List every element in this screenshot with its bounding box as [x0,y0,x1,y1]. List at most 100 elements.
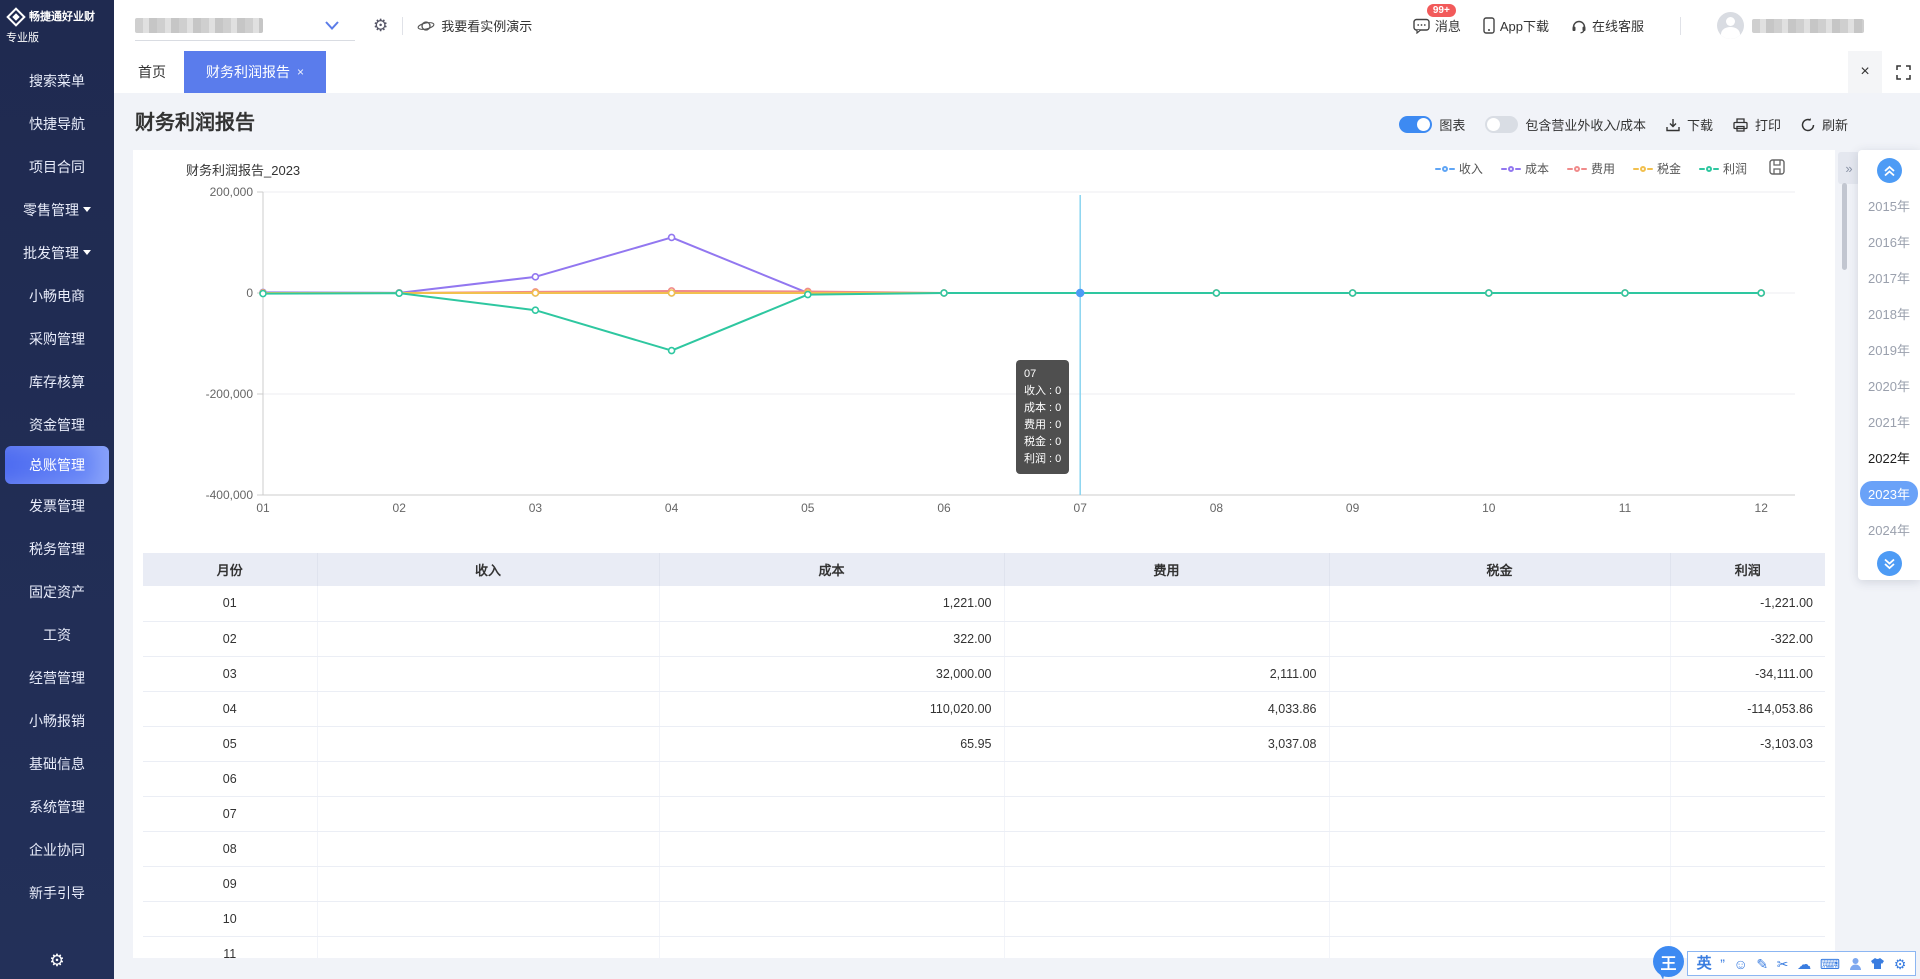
topbar-gear-icon[interactable]: ⚙ [373,15,389,35]
sidebar-item-零售管理[interactable]: 零售管理 [0,188,114,231]
year-item-2019年[interactable]: 2019年 [1858,331,1920,367]
column-header-税金: 税金 [1329,553,1671,586]
table-row[interactable]: 01 1,221.00 -1,221.00 [143,586,1825,622]
sidebar-settings-gear-icon[interactable]: ⚙ [49,951,65,970]
legend-item-成本[interactable]: 成本 [1500,160,1549,177]
table-row[interactable]: 07 [143,796,1825,832]
sidebar-item-企业协同[interactable]: 企业协同 [0,828,114,871]
user-menu[interactable] [1717,12,1864,39]
table-row[interactable]: 10 [143,901,1825,937]
sidebar-item-系统管理[interactable]: 系统管理 [0,785,114,828]
legend-item-税金[interactable]: 税金 [1632,160,1681,177]
cell-month: 05 [143,726,318,762]
messages-label: 消息 [1434,19,1461,34]
sidebar-item-经营管理[interactable]: 经营管理 [0,656,114,699]
year-item-2016年[interactable]: 2016年 [1858,223,1920,259]
sidebar-item-快捷导航[interactable]: 快捷导航 [0,102,114,145]
year-item-2021年[interactable]: 2021年 [1858,403,1920,439]
cell-value: 65.95 [659,726,1005,762]
year-item-2015年[interactable]: 2015年 [1858,187,1920,223]
cell-value [1329,691,1671,727]
table-row[interactable]: 06 [143,761,1825,797]
sidebar-item-label: 税务管理 [29,540,85,557]
refresh-label: 刷新 [1821,118,1848,133]
sidebar-item-批发管理[interactable]: 批发管理 [0,231,114,274]
year-item-2017年[interactable]: 2017年 [1858,259,1920,295]
cell-value [1670,866,1825,902]
sidebar-item-搜索菜单[interactable]: 搜索菜单 [0,59,114,102]
legend-item-费用[interactable]: 费用 [1566,160,1615,177]
year-item-2024年[interactable]: 2024年 [1858,511,1920,547]
ime-skin-icon[interactable] [1870,957,1885,970]
year-item-2020年[interactable]: 2020年 [1858,367,1920,403]
scrollbar-thumb[interactable] [1842,183,1847,270]
sidebar-item-固定资产[interactable]: 固定资产 [0,570,114,613]
ime-emoji-icon[interactable]: ☺ [1733,955,1748,972]
cell-value [659,901,1005,937]
table-row[interactable]: 09 [143,866,1825,902]
sidebar-item-基础信息[interactable]: 基础信息 [0,742,114,785]
ime-logo[interactable]: 王 [1653,946,1684,977]
tab-profit-report[interactable]: 财务利润报告 × [184,51,327,93]
ime-pencil-icon[interactable]: ✎ [1756,955,1769,972]
sidebar-item-工资[interactable]: 工资 [0,613,114,656]
ime-language-indicator[interactable]: 英 [1696,955,1712,972]
tab-close-icon[interactable]: × [297,65,305,79]
year-scroll-down-button[interactable] [1876,551,1902,576]
demo-link[interactable]: 我要看实例演示 [417,16,532,35]
app-download-label: App下载 [1499,19,1549,34]
refresh-button[interactable]: 刷新 [1801,115,1848,134]
table-row[interactable]: 04 110,020.00 4,033.86 -114,053.86 [143,691,1825,727]
year-panel-collapse-button[interactable]: » [1838,152,1860,184]
chart-toggle[interactable] [1399,116,1433,133]
year-item-2018年[interactable]: 2018年 [1858,295,1920,331]
sidebar-item-新手引导[interactable]: 新手引导 [0,871,114,914]
table-row[interactable]: 02 322.00 -322.00 [143,621,1825,657]
sidebar-item-税务管理[interactable]: 税务管理 [0,527,114,570]
sidebar-item-库存核算[interactable]: 库存核算 [0,360,114,403]
table-row[interactable]: 11 [143,936,1825,958]
sidebar-item-label: 资金管理 [29,416,85,433]
sidebar-item-小畅报销[interactable]: 小畅报销 [0,699,114,742]
year-item-2022年[interactable]: 2022年 [1858,439,1920,475]
nonoperating-toggle[interactable] [1485,116,1519,133]
chevron-down-icon[interactable] [325,20,339,30]
ime-scissors-icon[interactable]: ✂ [1776,955,1789,972]
cell-value [317,901,660,937]
ime-person-icon[interactable] [1849,957,1862,971]
cell-value: 4,033.86 [1004,691,1330,727]
fullscreen-button[interactable] [1886,51,1920,93]
save-as-image-icon[interactable] [1769,159,1785,178]
cell-month: 03 [143,656,318,692]
sidebar-item-小畅电商[interactable]: 小畅电商 [0,274,114,317]
table-row[interactable]: 05 65.95 3,037.08 -3,103.03 [143,726,1825,762]
ime-settings-icon[interactable]: ⚙ [1893,955,1907,972]
download-button[interactable]: 下载 [1666,115,1713,134]
sidebar-item-label: 新手引导 [29,884,85,901]
tab-home[interactable]: 首页 [138,64,166,80]
cell-month: 06 [143,761,318,797]
legend-item-收入[interactable]: 收入 [1434,160,1483,177]
messages-button[interactable]: 99+ 消息 [1413,4,1461,35]
ime-quote-icon[interactable]: ” [1720,955,1725,972]
print-button[interactable]: 打印 [1733,115,1781,134]
table-row[interactable]: 08 [143,831,1825,867]
refresh-icon [1801,117,1815,131]
sidebar-item-项目合同[interactable]: 项目合同 [0,145,114,188]
app-download-button[interactable]: App下载 [1483,16,1549,35]
sidebar-item-发票管理[interactable]: 发票管理 [0,484,114,527]
year-item-2023年[interactable]: 2023年 [1858,475,1920,511]
online-service-button[interactable]: 在线客服 [1571,16,1644,35]
sidebar-item-采购管理[interactable]: 采购管理 [0,317,114,360]
close-all-tabs-button[interactable]: × [1848,51,1882,93]
year-scroll-up-button[interactable] [1876,158,1902,183]
sidebar-item-资金管理[interactable]: 资金管理 [0,403,114,446]
ime-cloud-icon[interactable]: ☁ [1797,955,1812,972]
company-selector[interactable] [135,11,355,41]
legend-item-利润[interactable]: 利润 [1698,160,1747,177]
ime-keyboard-icon[interactable]: ⌨ [1819,955,1840,972]
table-row[interactable]: 03 32,000.00 2,111.00 -34,111.00 [143,656,1825,692]
year-label: 2022年 [1868,450,1910,466]
sidebar-item-总账管理[interactable]: 总账管理 [5,446,109,484]
